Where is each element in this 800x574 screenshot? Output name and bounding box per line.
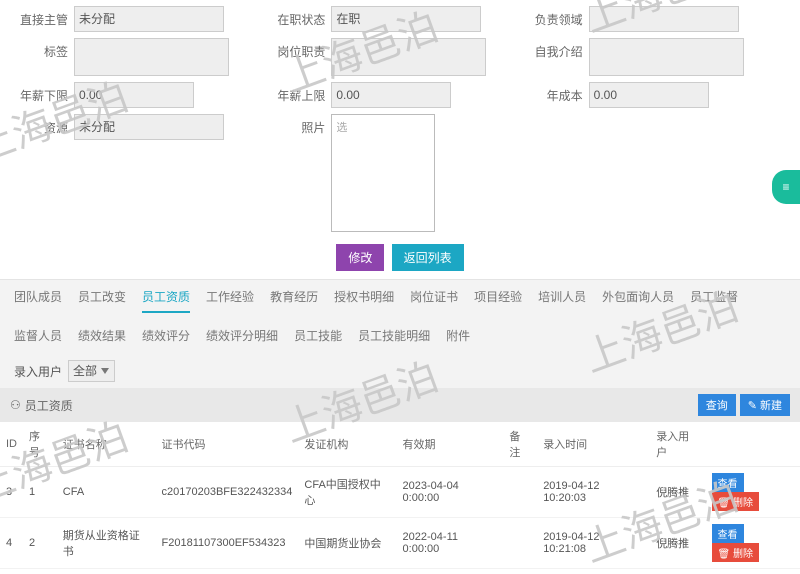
duty-label: 岗位职责: [271, 38, 331, 60]
tab-5[interactable]: 授权书明细: [334, 288, 394, 313]
table-cell: 中国期货业协会: [298, 518, 396, 569]
search-button[interactable]: 查询: [698, 394, 736, 416]
intro-input[interactable]: [589, 38, 744, 76]
tab-1[interactable]: 员工改变: [78, 288, 126, 313]
photo-label: 照片: [271, 114, 331, 136]
table-cell: 期货从业资格证书: [57, 518, 156, 569]
tab-4[interactable]: 教育经历: [270, 288, 318, 313]
table-actions: 查看🗑 删除: [706, 467, 800, 518]
salary-min-input[interactable]: [74, 82, 194, 108]
status-label: 在职状态: [271, 6, 331, 28]
salary-max-label: 年薪上限: [271, 82, 331, 104]
table-cell: 1: [23, 467, 57, 518]
table-header: 序号: [23, 422, 57, 467]
table-cell: 2019-04-12 10:20:03: [537, 467, 650, 518]
table-cell: 3: [0, 467, 23, 518]
status-select[interactable]: 在职: [331, 6, 481, 32]
tags-label: 标签: [14, 38, 74, 60]
filter-label: 录入用户: [14, 363, 62, 380]
view-button[interactable]: 查看: [712, 473, 744, 492]
section-title: 员工资质: [25, 397, 73, 414]
table-row: 31CFAc20170203BFE322432334CFA中国授权中心2023-…: [0, 467, 800, 518]
table-cell: 2019-04-12 10:21:08: [537, 518, 650, 569]
table-row: 42期货从业资格证书F20181107300EF534323中国期货业协会202…: [0, 518, 800, 569]
table-cell: CFA: [57, 467, 156, 518]
table-header: [706, 422, 800, 467]
tab-9[interactable]: 外包面询人员: [602, 288, 674, 313]
filter-user-select[interactable]: 全部: [68, 360, 115, 382]
annual-cost-label: 年成本: [529, 82, 589, 104]
tab-2[interactable]: 员工资质: [142, 288, 190, 313]
duty-input[interactable]: [331, 38, 486, 76]
table-header: 有效期: [397, 422, 504, 467]
intro-label: 自我介绍: [529, 38, 589, 60]
table-cell: 2022-04-11 0:00:00: [397, 518, 504, 569]
qualification-table: ID序号证书名称证书代码发证机构有效期备注录入时间录入用户 31CFAc2017…: [0, 422, 800, 569]
table-cell: 倪腾推: [650, 467, 705, 518]
table-header: 发证机构: [298, 422, 396, 467]
salary-min-label: 年薪下限: [14, 82, 74, 104]
view-button[interactable]: 查看: [712, 524, 744, 543]
tab-8[interactable]: 培训人员: [538, 288, 586, 313]
source-label: 资源: [14, 114, 74, 136]
tab-16[interactable]: 员工技能明细: [358, 327, 430, 350]
domain-label: 负责领域: [529, 6, 589, 28]
menu-icon: ≡: [782, 180, 789, 194]
tab-15[interactable]: 员工技能: [294, 327, 342, 350]
manager-select[interactable]: 未分配: [74, 6, 224, 32]
delete-button[interactable]: 🗑 删除: [712, 492, 759, 511]
tab-3[interactable]: 工作经验: [206, 288, 254, 313]
table-header: 证书名称: [57, 422, 156, 467]
salary-max-input[interactable]: [331, 82, 451, 108]
tab-14[interactable]: 绩效评分明细: [206, 327, 278, 350]
tab-17[interactable]: 附件: [446, 327, 470, 350]
tab-0[interactable]: 团队成员: [14, 288, 62, 313]
table-cell: 2: [23, 518, 57, 569]
side-fab[interactable]: ≡: [772, 170, 800, 204]
table-cell: 4: [0, 518, 23, 569]
table-cell: [503, 467, 537, 518]
table-cell: 倪腾推: [650, 518, 705, 569]
add-button[interactable]: ✎ 新建: [740, 394, 790, 416]
tab-10[interactable]: 员工监督: [690, 288, 738, 313]
table-header: 证书代码: [156, 422, 299, 467]
tab-12[interactable]: 绩效结果: [78, 327, 126, 350]
table-header: 录入用户: [650, 422, 705, 467]
tab-7[interactable]: 项目经验: [474, 288, 522, 313]
pencil-icon: ✎: [748, 400, 760, 412]
table-cell: CFA中国授权中心: [298, 467, 396, 518]
back-button[interactable]: 返回列表: [392, 244, 464, 271]
tab-11[interactable]: 监督人员: [14, 327, 62, 350]
manager-label: 直接主管: [14, 6, 74, 28]
table-cell: c20170203BFE322432334: [156, 467, 299, 518]
table-cell: [503, 518, 537, 569]
source-select[interactable]: 未分配: [74, 114, 224, 140]
tab-6[interactable]: 岗位证书: [410, 288, 458, 313]
delete-button[interactable]: 🗑 删除: [712, 543, 759, 562]
table-actions: 查看🗑 删除: [706, 518, 800, 569]
tab-13[interactable]: 绩效评分: [142, 327, 190, 350]
table-header: 备注: [503, 422, 537, 467]
table-header: ID: [0, 422, 23, 467]
modify-button[interactable]: 修改: [336, 244, 384, 271]
table-header: 录入时间: [537, 422, 650, 467]
person-icon: ⚇: [10, 398, 21, 412]
annual-cost-input[interactable]: [589, 82, 709, 108]
tags-input[interactable]: [74, 38, 229, 76]
tab-bar: 团队成员员工改变员工资质工作经验教育经历授权书明细岗位证书项目经验培训人员外包面…: [14, 288, 786, 350]
table-cell: F20181107300EF534323: [156, 518, 299, 569]
domain-input[interactable]: [589, 6, 739, 32]
photo-upload[interactable]: 选: [331, 114, 435, 232]
table-cell: 2023-04-04 0:00:00: [397, 467, 504, 518]
